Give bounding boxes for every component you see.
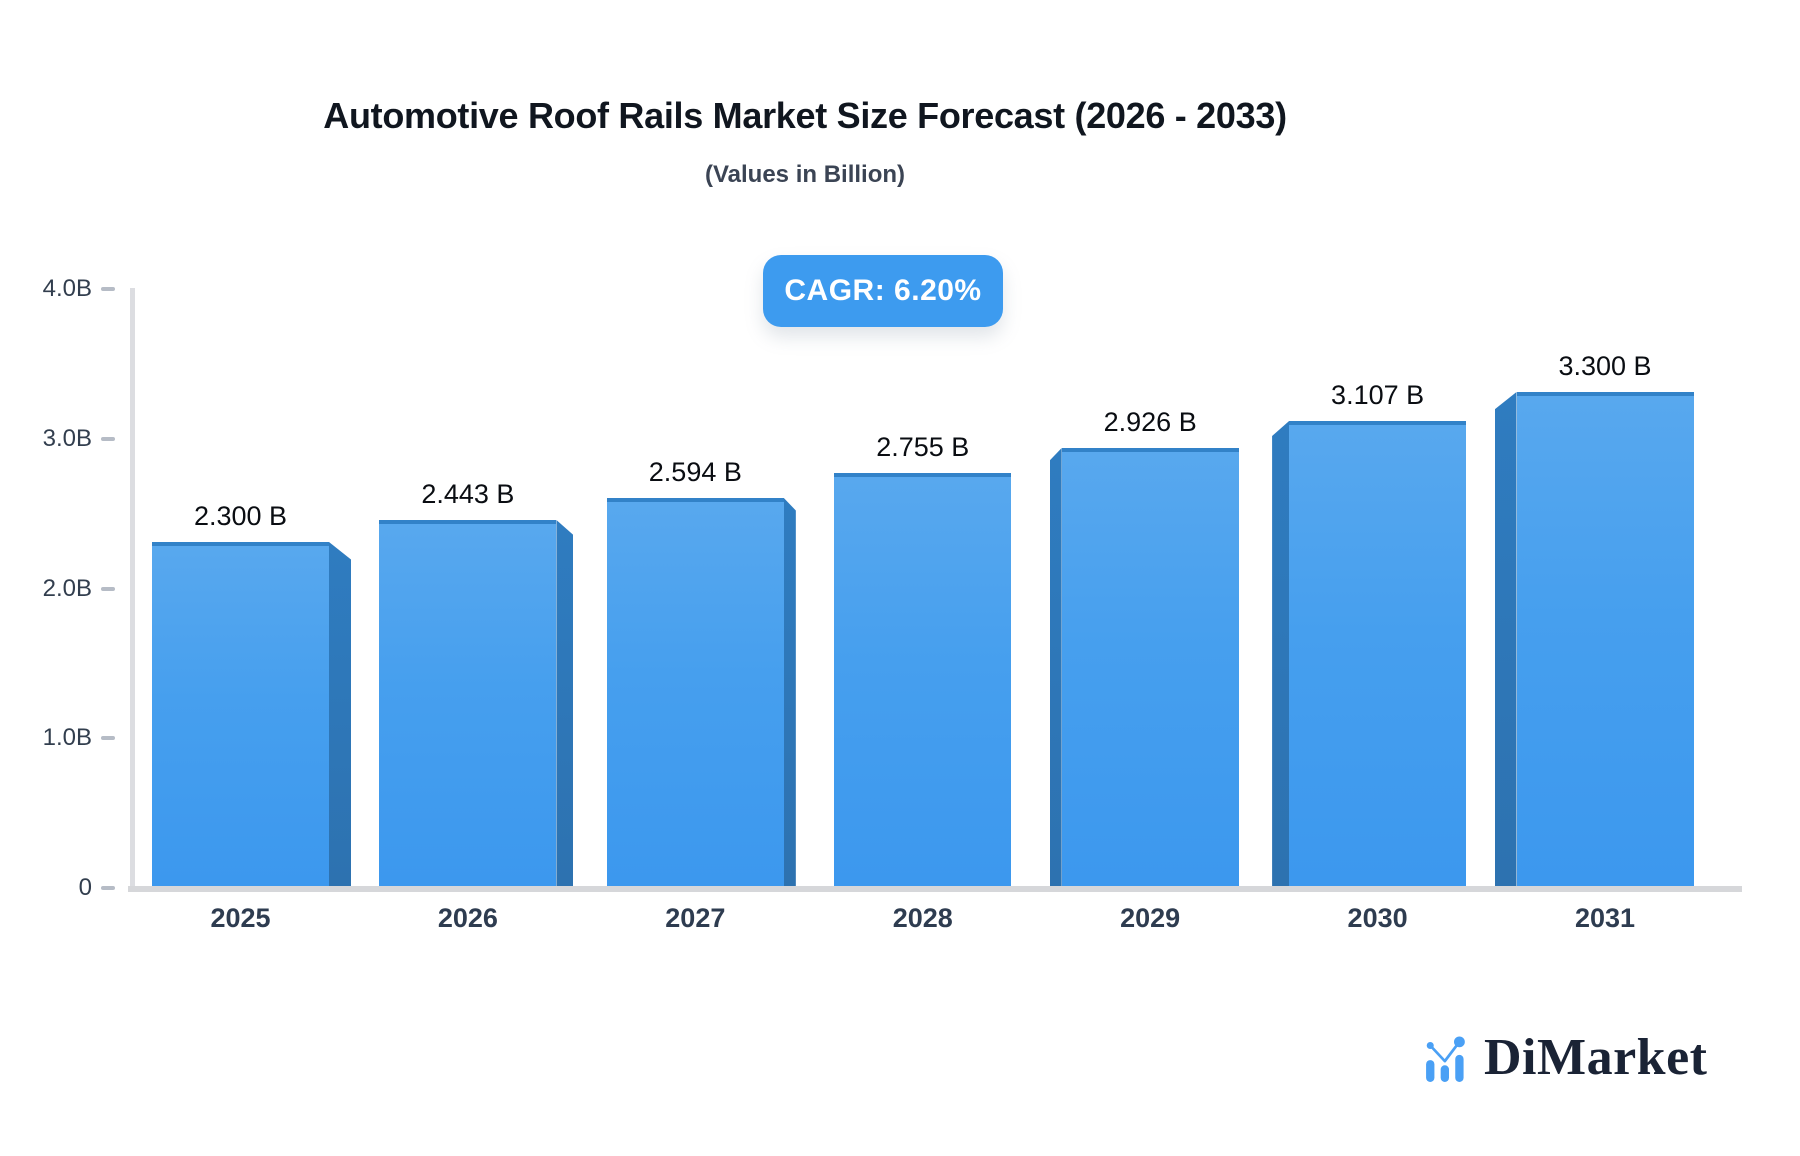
y-axis-tick: [101, 586, 115, 591]
bar: [152, 542, 329, 886]
bar-value-label: 2.300 B: [193, 501, 288, 531]
x-axis-label: 2031: [1574, 903, 1636, 933]
bar-value-label: 3.107 B: [1331, 380, 1425, 410]
dimarket-logo-icon: [1426, 1036, 1465, 1082]
y-axis-tick: [101, 886, 115, 890]
y-axis-tick-label: 4.0B: [42, 275, 92, 302]
y-axis-tick-label: 2.0B: [42, 574, 92, 602]
y-axis-tick: [101, 736, 115, 741]
bar-side-face: [329, 542, 351, 886]
y-axis-tick-label: 3.0B: [42, 424, 92, 452]
cagr-badge: CAGR: 6.20%: [763, 255, 1003, 327]
bar: [1289, 421, 1467, 886]
y-axis-tick: [101, 436, 115, 441]
y-axis-tick-label: 1.0B: [42, 724, 92, 752]
bar-side-face: [783, 498, 796, 886]
x-axis-label: 2025: [210, 903, 271, 933]
bar-side-face: [1049, 448, 1062, 886]
y-axis-tick-label: 0: [78, 874, 92, 901]
bar-side-face: [1494, 392, 1517, 886]
chart-title: Automotive Roof Rails Market Size Foreca…: [323, 95, 1287, 136]
bar: [834, 473, 1012, 886]
brand-logo: DiMarket: [1424, 1032, 1707, 1084]
x-axis-label: 2029: [1120, 903, 1181, 933]
y-axis-line: [130, 288, 135, 892]
bar-value-label: 2.443 B: [421, 479, 515, 509]
bar-value-label: 2.926 B: [1103, 407, 1197, 437]
brand-name: DiMarket: [1484, 1029, 1708, 1086]
x-axis-label: 2030: [1347, 903, 1408, 933]
x-axis-label: 2026: [437, 903, 498, 933]
bar-side-face: [556, 520, 574, 886]
y-axis-tick: [101, 287, 115, 291]
bar: [379, 520, 557, 886]
x-axis-label: 2027: [665, 903, 726, 933]
bar: [606, 498, 784, 886]
bar-value-label: 2.594 B: [648, 457, 742, 487]
chart-subtitle: (Values in Billion): [704, 161, 906, 188]
bar: [1516, 392, 1694, 886]
bar-value-label: 2.755 B: [876, 432, 970, 462]
bar-value-label: 3.300 B: [1558, 351, 1652, 381]
x-axis-label: 2028: [892, 903, 953, 933]
bar-side-face: [1272, 421, 1290, 886]
x-axis-line: [128, 886, 1742, 892]
bar: [1061, 448, 1239, 886]
